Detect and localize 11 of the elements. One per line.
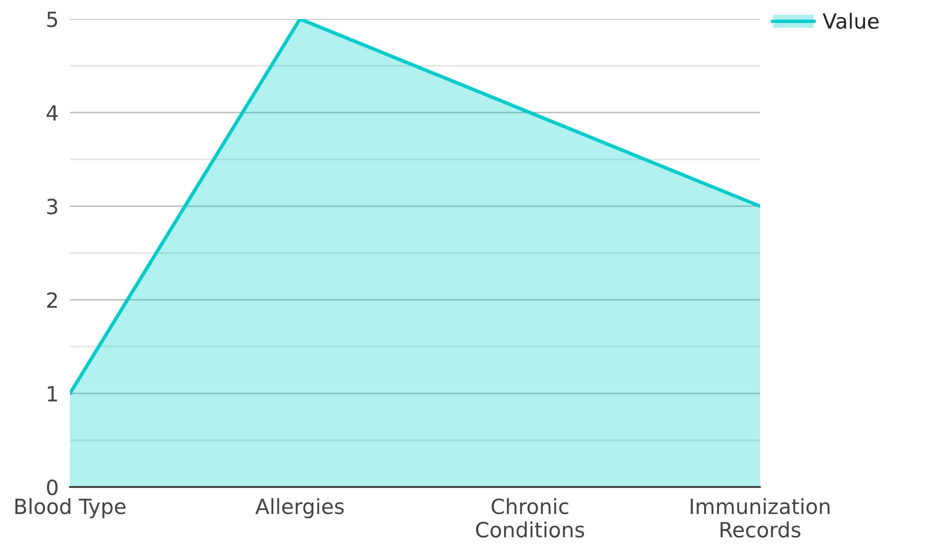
y-tick-label: 0 <box>47 479 58 496</box>
y-tick-label: 5 <box>47 12 58 28</box>
x-tick-label: Allergies <box>255 498 344 518</box>
y-tick-label: 2 <box>47 292 57 308</box>
y-tick-label: 1 <box>48 386 57 402</box>
legend-label: Value <box>822 12 879 29</box>
x-tick-label: Chronic Conditions <box>476 498 584 538</box>
x-tick-label: Blood Type <box>15 498 126 518</box>
y-tick-label: 4 <box>46 105 58 121</box>
x-tick-label: Immunization Records <box>690 498 830 538</box>
y-tick-label: 3 <box>47 198 58 214</box>
